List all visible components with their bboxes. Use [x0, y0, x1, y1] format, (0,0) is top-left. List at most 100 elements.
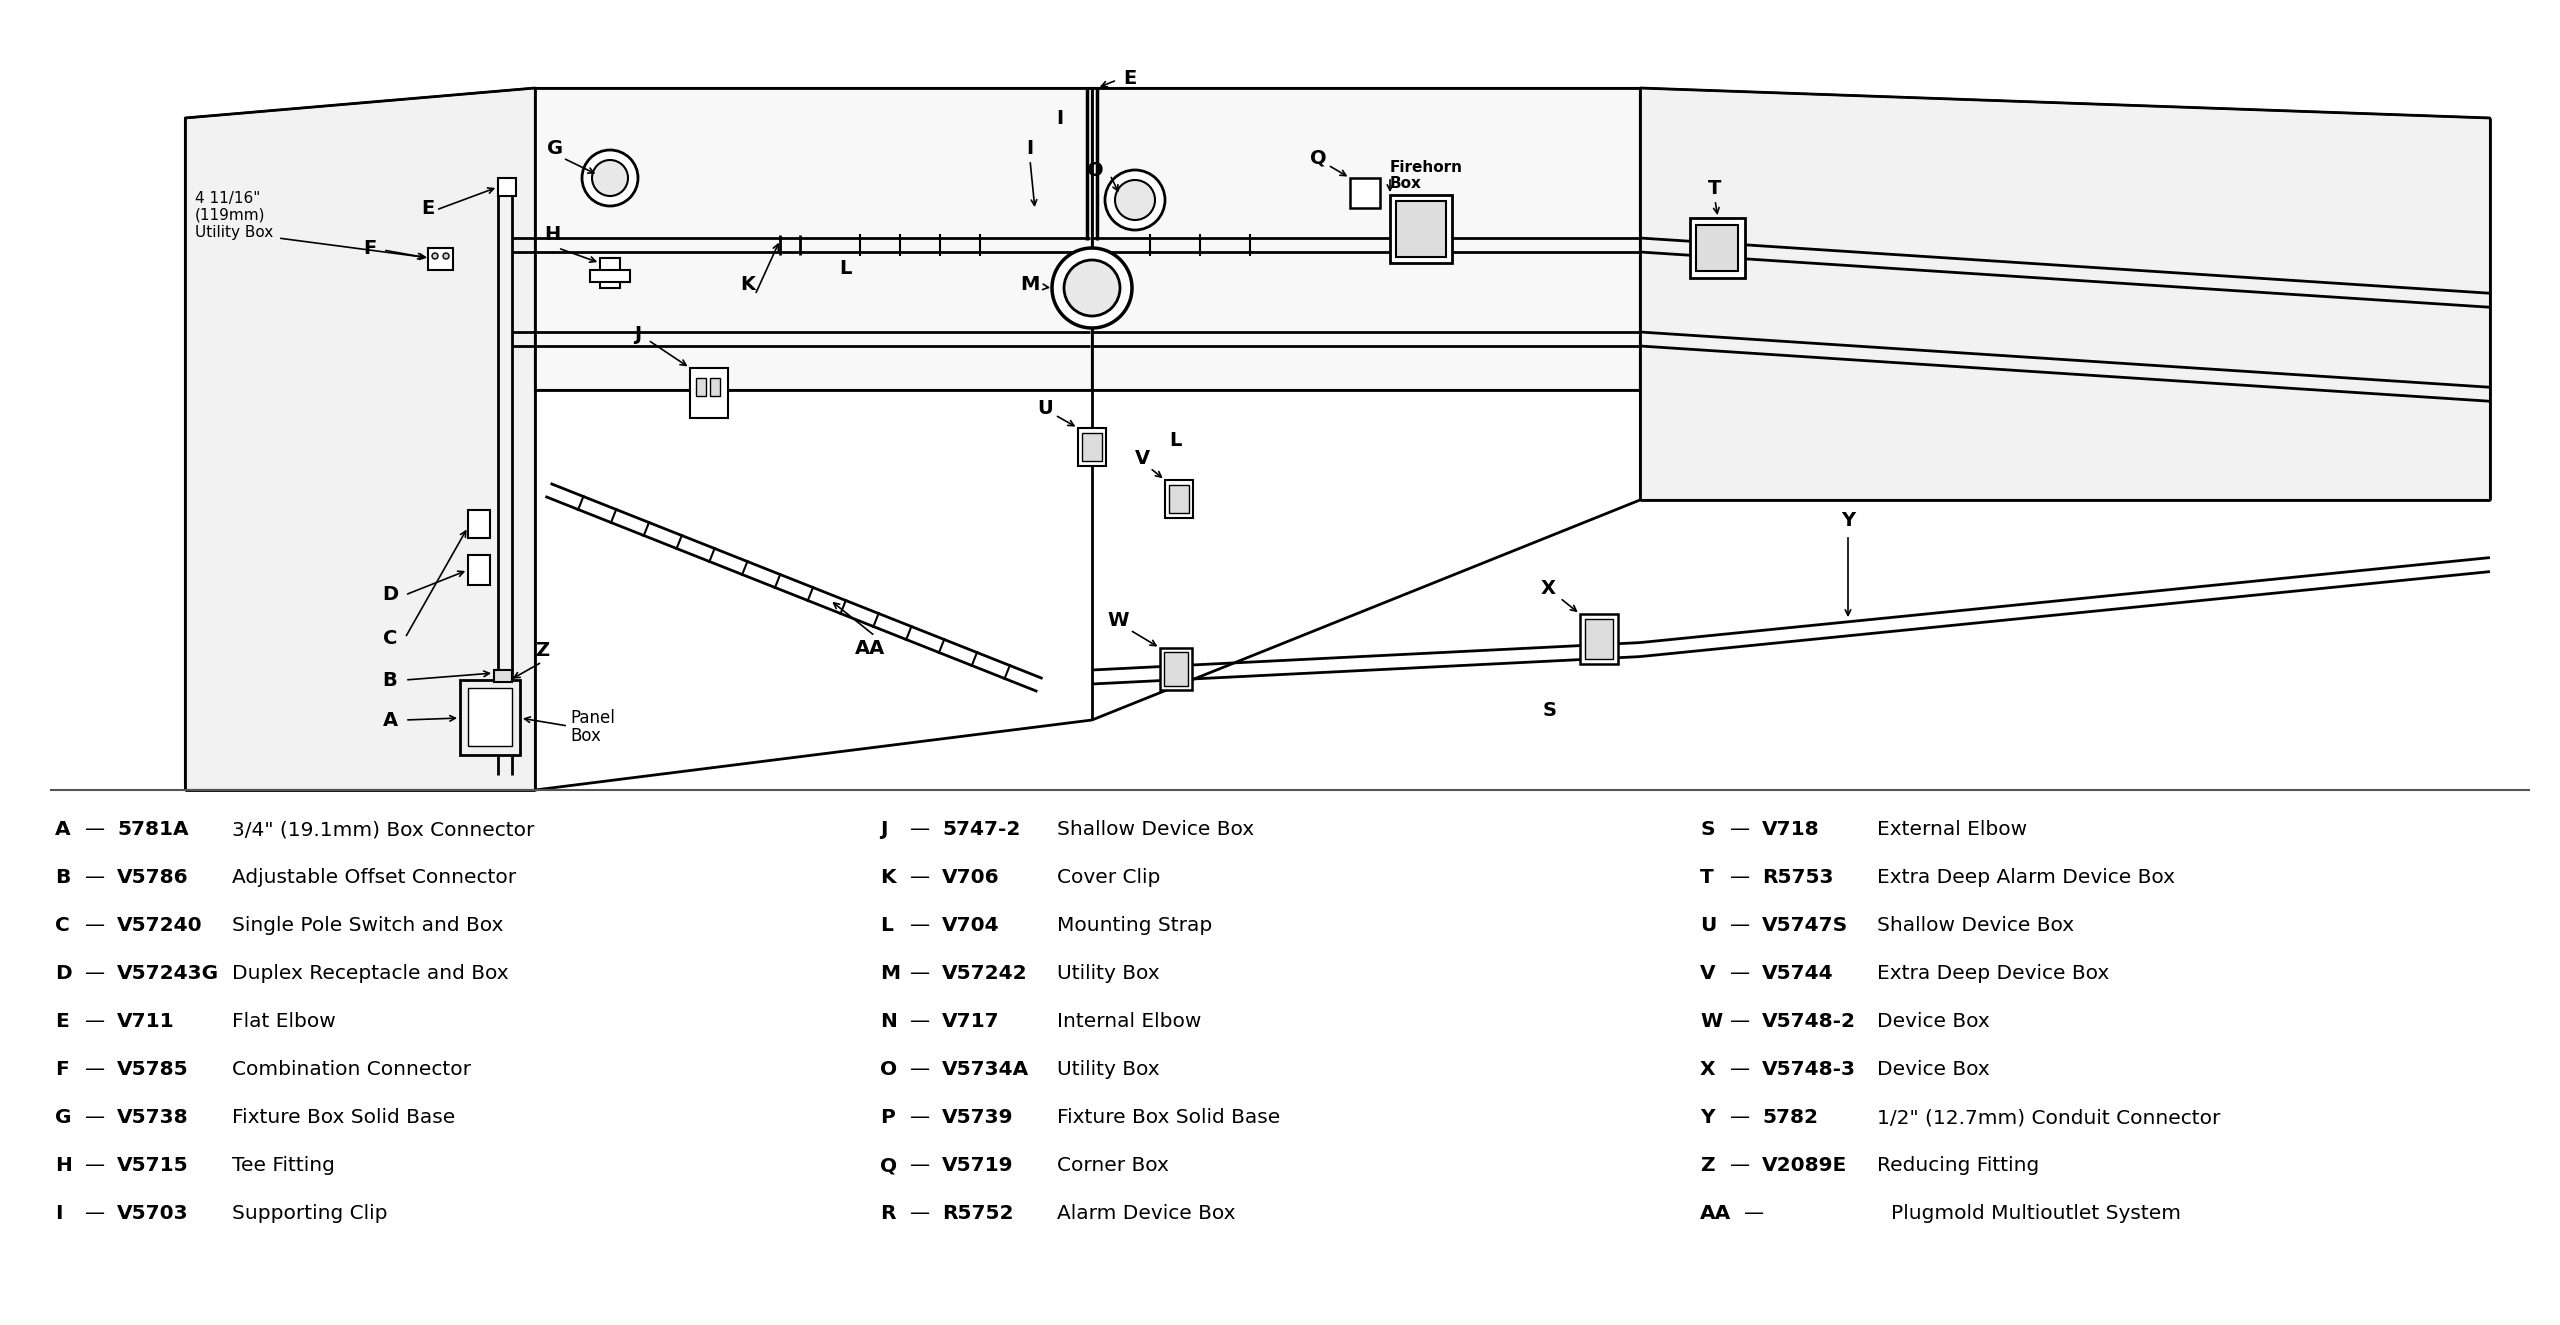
- Text: Extra Deep Alarm Device Box: Extra Deep Alarm Device Box: [1876, 868, 2176, 886]
- Text: Cover Clip: Cover Clip: [1057, 868, 1160, 886]
- Bar: [589, 270, 630, 282]
- Bar: [468, 555, 489, 586]
- Bar: [691, 368, 727, 417]
- Text: AA: AA: [855, 639, 886, 657]
- Text: Single Pole Switch and Box: Single Pole Switch and Box: [233, 916, 504, 935]
- Text: V5748-2: V5748-2: [1761, 1012, 1856, 1031]
- Bar: [1585, 619, 1613, 659]
- Text: D: D: [381, 586, 397, 604]
- Bar: [1690, 219, 1746, 278]
- Bar: [1697, 225, 1738, 272]
- Bar: [1165, 652, 1188, 686]
- Bar: [428, 248, 453, 270]
- Text: R5752: R5752: [942, 1204, 1014, 1223]
- Text: —: —: [84, 1012, 105, 1031]
- Text: A: A: [54, 820, 72, 839]
- Text: K: K: [740, 276, 755, 294]
- Text: Corner Box: Corner Box: [1057, 1155, 1170, 1175]
- Text: Y: Y: [1700, 1108, 1715, 1128]
- Text: V57243G: V57243G: [118, 965, 220, 983]
- Text: 5781A: 5781A: [118, 820, 189, 839]
- Text: V5786: V5786: [118, 868, 189, 886]
- Text: F: F: [54, 1060, 69, 1079]
- Text: D: D: [54, 965, 72, 983]
- Text: —: —: [909, 1155, 929, 1175]
- Text: —: —: [84, 965, 105, 983]
- Text: 5782: 5782: [1761, 1108, 1818, 1128]
- Text: —: —: [1731, 1060, 1751, 1079]
- Text: Adjustable Offset Connector: Adjustable Offset Connector: [233, 868, 517, 886]
- Text: Y: Y: [1841, 510, 1856, 530]
- Text: X: X: [1541, 579, 1556, 598]
- Text: Shallow Device Box: Shallow Device Box: [1876, 916, 2074, 935]
- Text: V5747S: V5747S: [1761, 916, 1848, 935]
- Text: Reducing Fitting: Reducing Fitting: [1876, 1155, 2040, 1175]
- Circle shape: [1052, 248, 1132, 329]
- Text: —: —: [1731, 916, 1751, 935]
- Text: Utility Box: Utility Box: [1057, 1060, 1160, 1079]
- Text: F: F: [364, 238, 376, 257]
- Text: —: —: [909, 1012, 929, 1031]
- Text: V5738: V5738: [118, 1108, 189, 1128]
- Text: V: V: [1700, 965, 1715, 983]
- Text: O: O: [881, 1060, 896, 1079]
- Text: —: —: [909, 868, 929, 886]
- Text: I: I: [54, 1204, 61, 1223]
- Text: Q: Q: [1311, 148, 1326, 167]
- Circle shape: [1116, 180, 1155, 220]
- Text: M: M: [1021, 276, 1039, 294]
- Text: Extra Deep Device Box: Extra Deep Device Box: [1876, 965, 2109, 983]
- Text: —: —: [1731, 1108, 1751, 1128]
- Text: V5703: V5703: [118, 1204, 189, 1223]
- Text: Z: Z: [1700, 1155, 1715, 1175]
- Text: —: —: [1731, 820, 1751, 839]
- Text: L: L: [840, 258, 850, 277]
- Text: Fixture Box Solid Base: Fixture Box Solid Base: [233, 1108, 456, 1128]
- Text: L: L: [881, 916, 893, 935]
- Text: —: —: [1731, 965, 1751, 983]
- Text: M: M: [881, 965, 901, 983]
- Text: Utility Box: Utility Box: [195, 224, 274, 240]
- Circle shape: [581, 150, 637, 205]
- Bar: [1078, 428, 1106, 466]
- Text: —: —: [84, 1108, 105, 1128]
- Text: —: —: [84, 916, 105, 935]
- Text: W: W: [1108, 611, 1129, 629]
- Text: R5753: R5753: [1761, 868, 1833, 886]
- Text: 4 11/16": 4 11/16": [195, 191, 261, 205]
- Text: —: —: [909, 1204, 929, 1223]
- Text: —: —: [909, 916, 929, 935]
- Bar: [1395, 201, 1446, 257]
- Text: W: W: [1700, 1012, 1723, 1031]
- Text: Plugmold Multioutlet System: Plugmold Multioutlet System: [1892, 1204, 2181, 1223]
- Bar: [696, 378, 707, 396]
- Text: Box: Box: [1390, 175, 1421, 191]
- Text: Shallow Device Box: Shallow Device Box: [1057, 820, 1254, 839]
- Text: U: U: [1700, 916, 1715, 935]
- Text: O: O: [1085, 160, 1103, 179]
- Text: AA: AA: [1700, 1204, 1731, 1223]
- Text: —: —: [84, 868, 105, 886]
- Text: R: R: [881, 1204, 896, 1223]
- Text: V5748-3: V5748-3: [1761, 1060, 1856, 1079]
- Bar: [599, 258, 620, 288]
- Text: Alarm Device Box: Alarm Device Box: [1057, 1204, 1236, 1223]
- Bar: [1170, 485, 1188, 513]
- Text: V717: V717: [942, 1012, 998, 1031]
- Bar: [468, 510, 489, 538]
- Bar: [1390, 195, 1452, 262]
- Text: V: V: [1134, 448, 1149, 468]
- Text: P: P: [881, 1108, 896, 1128]
- Text: —: —: [1743, 1204, 1764, 1223]
- Text: Firehorn: Firehorn: [1390, 160, 1462, 175]
- Bar: [709, 378, 719, 396]
- Text: Z: Z: [535, 640, 548, 660]
- Text: —: —: [909, 1060, 929, 1079]
- Text: V5715: V5715: [118, 1155, 189, 1175]
- Text: V718: V718: [1761, 820, 1820, 839]
- Bar: [499, 178, 517, 196]
- Text: E: E: [1124, 69, 1137, 87]
- Text: V57240: V57240: [118, 916, 202, 935]
- Text: —: —: [909, 820, 929, 839]
- Text: Supporting Clip: Supporting Clip: [233, 1204, 387, 1223]
